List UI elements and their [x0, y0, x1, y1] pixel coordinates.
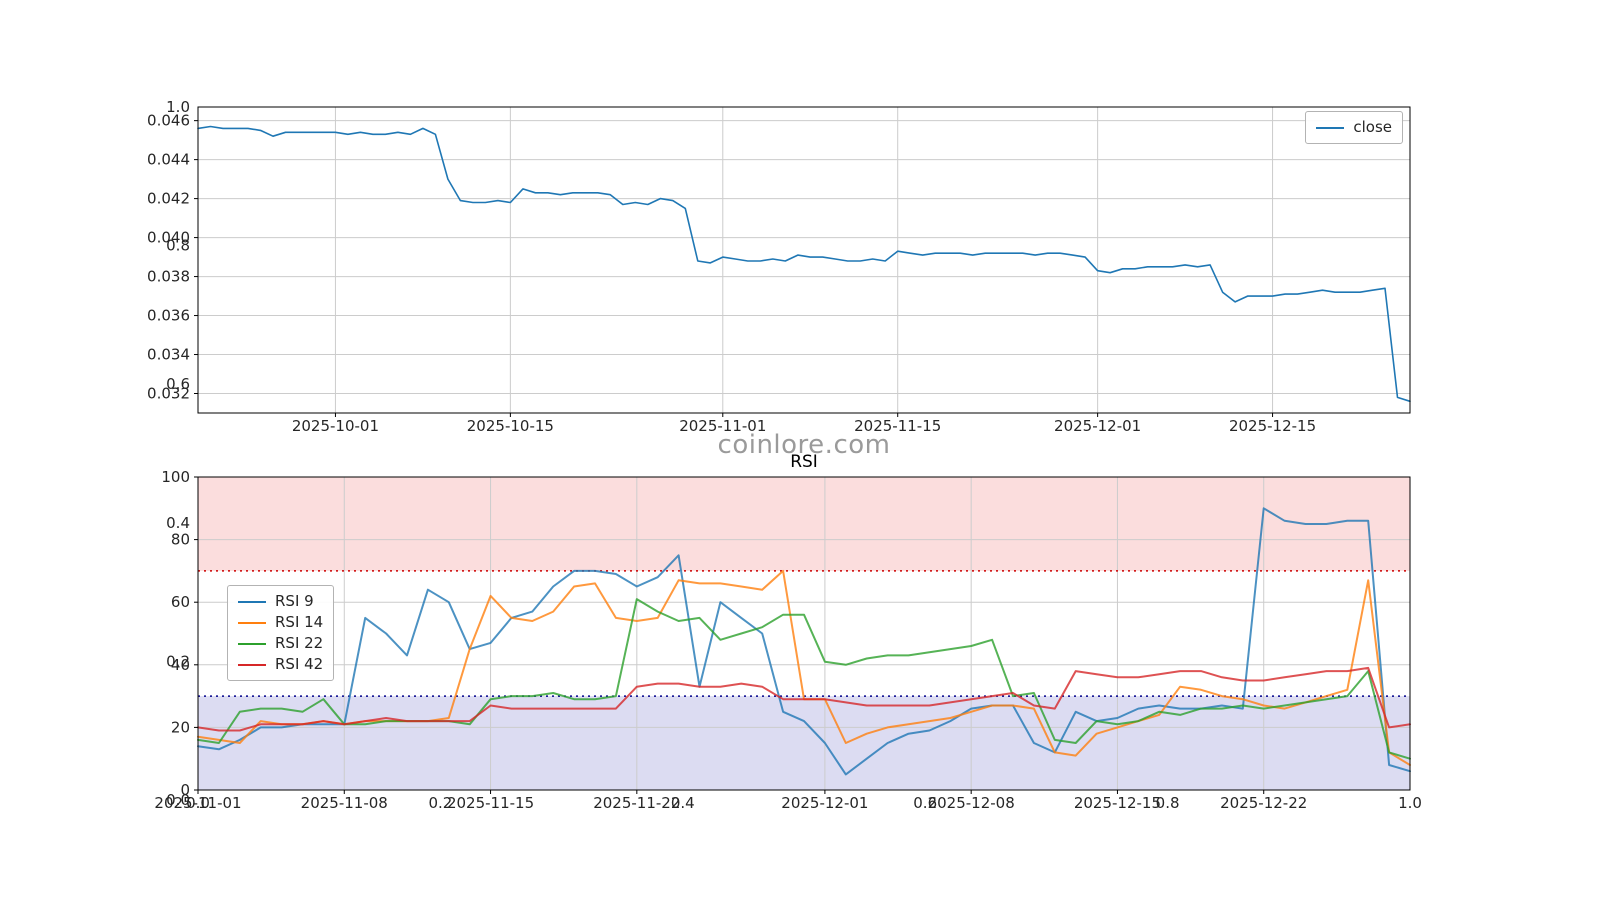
- legend-label-rsi-22: RSI 22: [275, 634, 324, 652]
- rsi-14-line-sample: [238, 621, 266, 624]
- y-tick-label: 0: [180, 781, 190, 799]
- y-tick-label: 0.036: [147, 307, 190, 325]
- close-line-sample: [1316, 126, 1345, 129]
- rsi-9-line-sample: [238, 600, 266, 603]
- rsi-42-line: [197, 666, 1411, 732]
- x-tick-label: 2025-12-22: [1220, 794, 1307, 812]
- legend-label-close: close: [1353, 118, 1392, 136]
- x-tick-label: 2025-11-08: [301, 794, 388, 812]
- oversold-region: [198, 696, 1410, 790]
- y-tick-label: 0.034: [147, 346, 190, 364]
- legend-item-rsi-22: RSI 22: [238, 633, 323, 654]
- x-tick-label: 2025-12-15: [1074, 794, 1161, 812]
- plot-frame: [197, 476, 1411, 791]
- x-tick-label: 2025-12-01: [781, 794, 868, 812]
- overlay-y-tick-label: 1.0: [166, 98, 190, 116]
- y-tick-label: 80: [171, 531, 190, 549]
- y-tick-label: 0.032: [147, 385, 190, 403]
- overlay-x-tick-label: 0.0: [186, 794, 210, 812]
- x-tick-label: 2025-11-15: [854, 417, 941, 435]
- y-tick-label: 0.044: [147, 151, 190, 169]
- legend-item-rsi-9: RSI 9: [238, 591, 323, 612]
- x-tick-label: 2025-11-01: [154, 794, 241, 812]
- x-tick-label: 2025-12-15: [1229, 417, 1316, 435]
- overlay-y-tick-label: 0.4: [166, 514, 190, 532]
- y-tick-label: 0.040: [147, 229, 190, 247]
- legend-item-rsi-14: RSI 14: [238, 612, 323, 633]
- overlay-x-tick-label: 0.8: [1156, 794, 1180, 812]
- x-tick-label: 2025-11-01: [679, 417, 766, 435]
- x-tick-label: 2025-12-01: [1054, 417, 1141, 435]
- rsi-9-line: [197, 507, 1411, 776]
- y-tick-label: 20: [171, 718, 190, 736]
- y-tick-label: 0.046: [147, 112, 190, 130]
- rsi-legend: RSI 9 RSI 14 RSI 22 RSI 42: [227, 585, 335, 681]
- y-tick-label: 60: [171, 593, 190, 611]
- legend-item-rsi-42: RSI 42: [238, 654, 323, 675]
- watermark: coinlore.com: [717, 430, 891, 460]
- y-tick-label: 100: [161, 468, 190, 486]
- legend-label-rsi-9: RSI 9: [275, 592, 314, 610]
- overlay-x-tick-label: 0.4: [671, 794, 695, 812]
- close-line: [197, 125, 1411, 403]
- x-tick-label: 2025-10-15: [467, 417, 554, 435]
- legend-label-rsi-14: RSI 14: [275, 613, 324, 631]
- overlay-y-tick-label: 0.0: [166, 791, 190, 809]
- overlay-y-tick-label: 0.8: [166, 237, 190, 255]
- y-tick-label: 40: [171, 656, 190, 674]
- legend-label-rsi-42: RSI 42: [275, 655, 324, 673]
- overbought-region: [198, 477, 1410, 571]
- overlay-y-tick-label: 0.2: [166, 652, 190, 670]
- y-tick-label: 0.042: [147, 190, 190, 208]
- rsi-22-line-sample: [238, 642, 266, 645]
- overlay-x-tick-label: 0.6: [913, 794, 937, 812]
- overlay-y-tick-label: 0.6: [166, 375, 190, 393]
- y-tick-label: 0.038: [147, 268, 190, 286]
- plot-frame: [197, 106, 1411, 414]
- x-tick-label: 2025-12-08: [928, 794, 1015, 812]
- x-tick-label: 2025-11-15: [447, 794, 534, 812]
- legend-item-close: close: [1316, 117, 1392, 138]
- overlay-x-tick-label: 1.0: [1398, 794, 1422, 812]
- rsi-22-line: [197, 598, 1411, 760]
- rsi-42-line-sample: [238, 663, 266, 666]
- rsi-chart-title: RSI: [790, 452, 818, 472]
- price-legend: close: [1305, 111, 1403, 144]
- overlay-x-tick-label: 0.2: [428, 794, 452, 812]
- x-tick-label: 2025-11-22: [593, 794, 680, 812]
- x-tick-label: 2025-10-01: [292, 417, 379, 435]
